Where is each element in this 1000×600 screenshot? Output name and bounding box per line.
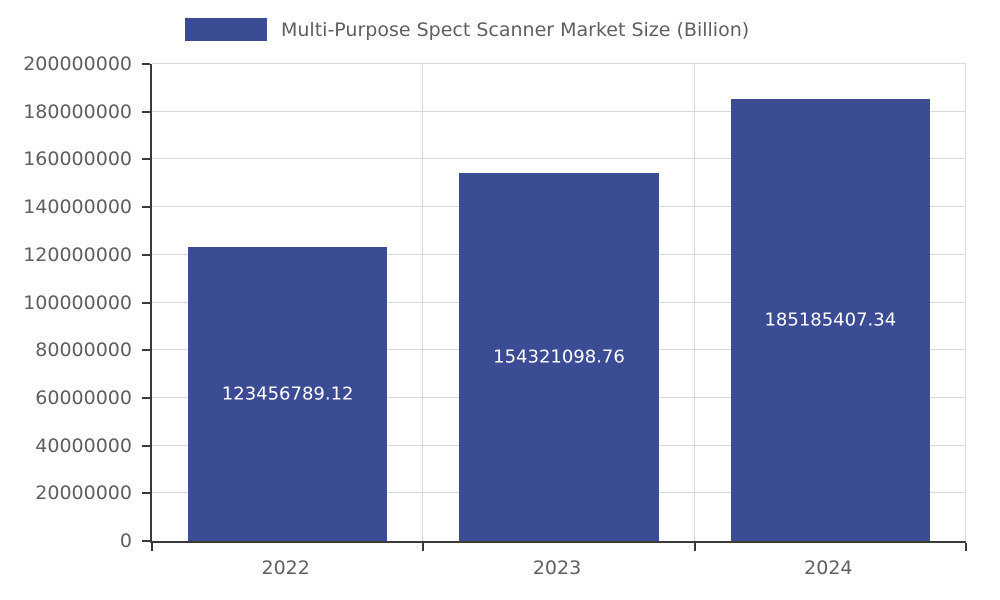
bar-value-label: 185185407.34 (764, 309, 897, 331)
y-tick-label: 60000000 (35, 386, 132, 409)
y-tick-mark (142, 158, 150, 161)
y-tick-label: 140000000 (23, 196, 132, 219)
y-tick-mark (142, 206, 150, 209)
x-tick-label: 2022 (261, 557, 310, 579)
x-tick-mark (422, 543, 425, 551)
y-tick-mark (142, 396, 150, 399)
legend-swatch (185, 18, 267, 41)
h-gridline (152, 63, 966, 64)
v-gridline (422, 64, 424, 541)
bar-2024: 185185407.34 (730, 99, 931, 541)
y-tick-mark (142, 63, 150, 65)
y-tick-label: 200000000 (23, 53, 132, 75)
x-tick-label: 2024 (804, 557, 853, 579)
h-gridline (152, 110, 966, 112)
y-tick-label: 20000000 (35, 482, 132, 505)
bar-value-label: 154321098.76 (493, 346, 625, 368)
y-tick-mark (142, 301, 150, 304)
x-tick-mark (965, 543, 967, 551)
h-gridline (152, 158, 966, 160)
plot-area: 123456789.12 154321098.76 185185407.34 (142, 63, 967, 551)
y-tick-label: 160000000 (23, 148, 132, 171)
y-tick-mark (142, 110, 150, 113)
y-tick-label: 180000000 (23, 100, 132, 123)
x-tick-mark (693, 543, 696, 551)
y-tick-mark (142, 253, 150, 256)
y-tick-label: 0 (119, 530, 132, 552)
bar-2022: 123456789.12 (187, 246, 388, 541)
x-tick-mark (151, 543, 153, 551)
y-tick-label: 120000000 (23, 243, 132, 266)
y-tick-mark (142, 540, 150, 542)
chart-legend: Multi-Purpose Spect Scanner Market Size … (185, 18, 749, 41)
y-tick-label: 100000000 (23, 291, 132, 314)
x-axis-tick-labels: 2022 2023 2024 (150, 545, 964, 585)
y-tick-mark (142, 444, 150, 447)
v-gridline (693, 64, 695, 541)
y-tick-mark (142, 492, 150, 495)
bar-2023: 154321098.76 (459, 172, 659, 541)
y-axis-tick-labels: 0 20000000 40000000 60000000 80000000 1000000… (0, 53, 136, 552)
v-gridline (965, 64, 966, 541)
y-tick-mark (142, 349, 150, 352)
y-tick-label: 40000000 (35, 434, 132, 457)
y-tick-label: 80000000 (35, 339, 132, 362)
x-tick-label: 2023 (532, 557, 582, 579)
bar-value-label: 123456789.12 (221, 383, 354, 405)
chart-title: Multi-Purpose Spect Scanner Market Size … (281, 18, 750, 41)
